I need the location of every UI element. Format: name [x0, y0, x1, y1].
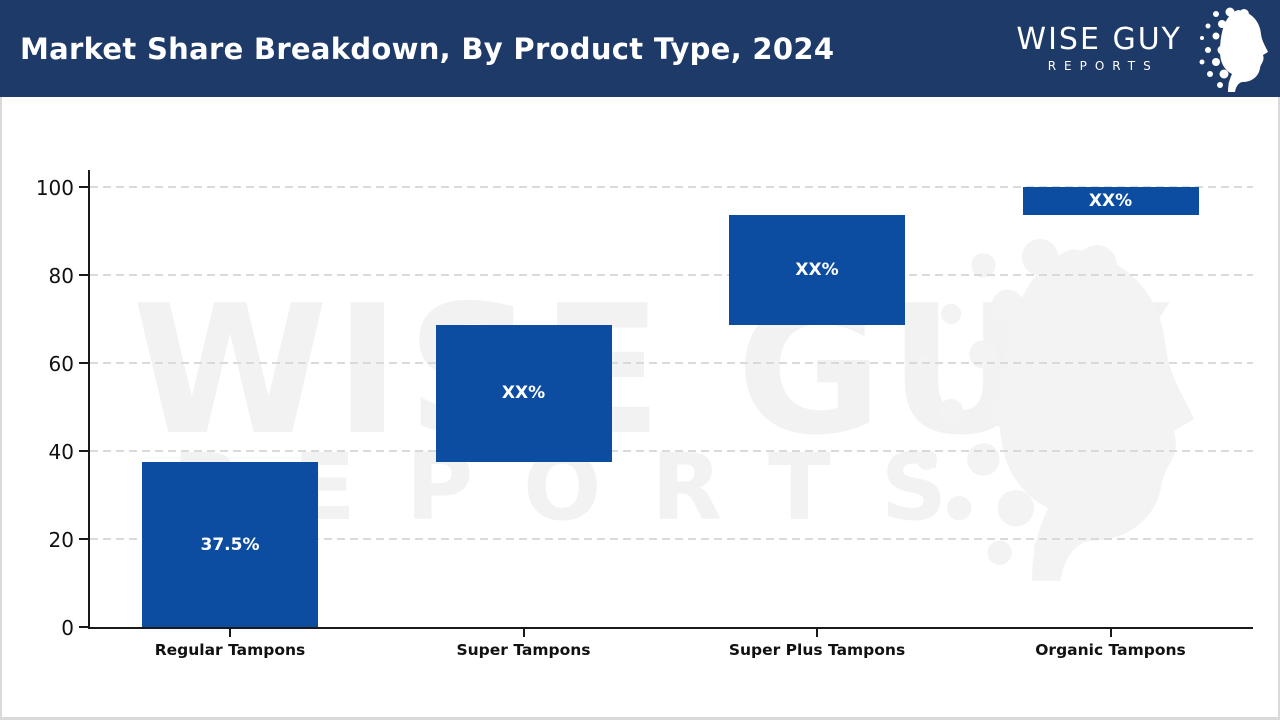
y-tick-label-100: 100: [35, 176, 74, 200]
gridline-20: [90, 538, 1253, 540]
bar-organic-tampons: XX%: [1022, 187, 1199, 215]
y-tick-100: [79, 186, 88, 188]
x-tick-3: [1109, 629, 1112, 637]
bar-value-label: XX%: [795, 259, 839, 280]
x-category-label: Organic Tampons: [1035, 641, 1186, 659]
y-tick-label-20: 20: [48, 528, 74, 552]
x-category-label: Regular Tampons: [154, 641, 306, 659]
x-category-label: Super Plus Tampons: [728, 641, 906, 659]
y-tick-label-60: 60: [48, 352, 74, 376]
y-tick-60: [79, 362, 88, 364]
y-tick-80: [79, 274, 88, 276]
gridline-60: [90, 362, 1253, 364]
gridline-80: [90, 274, 1253, 276]
wise-guy-logo-text: WISE GUY REPORTS: [1016, 21, 1182, 73]
y-tick-40: [79, 450, 88, 452]
bar-value-label: XX%: [501, 383, 546, 404]
y-axis-line: [88, 170, 90, 629]
watermark-head-icon: [916, 239, 1194, 582]
bar-super-tampons: XX%: [435, 324, 612, 462]
y-tick-0: [79, 626, 88, 628]
logo-wordmark: WISE GUY: [1016, 21, 1182, 57]
bar-regular-tampons: 37.5%: [142, 462, 318, 627]
y-tick-label-0: 0: [61, 616, 74, 640]
y-tick-20: [79, 538, 88, 540]
x-tick-2: [816, 629, 818, 637]
x-tick-1: [522, 629, 525, 637]
bar-value-label: XX%: [1088, 190, 1133, 211]
y-tick-label-80: 80: [48, 264, 74, 288]
x-axis-line: [88, 627, 1253, 629]
x-category-label: Super Tampons: [456, 641, 591, 659]
logo-subtitle: REPORTS: [1047, 58, 1159, 73]
page-title: Market Share Breakdown, By Product Type,…: [20, 31, 835, 66]
bar-super-plus-tampons: XX%: [729, 214, 905, 325]
gridline-40: [90, 450, 1253, 452]
wise-guy-logo: WISE GUY REPORTS: [1016, 0, 1270, 97]
x-tick-0: [229, 629, 231, 637]
dotted-head-icon: [1199, 7, 1268, 92]
gridline-100: [90, 186, 1253, 188]
bar-value-label: 37.5%: [200, 534, 260, 555]
header-band: Market Share Breakdown, By Product Type,…: [0, 0, 1280, 97]
y-tick-label-40: 40: [48, 440, 74, 464]
